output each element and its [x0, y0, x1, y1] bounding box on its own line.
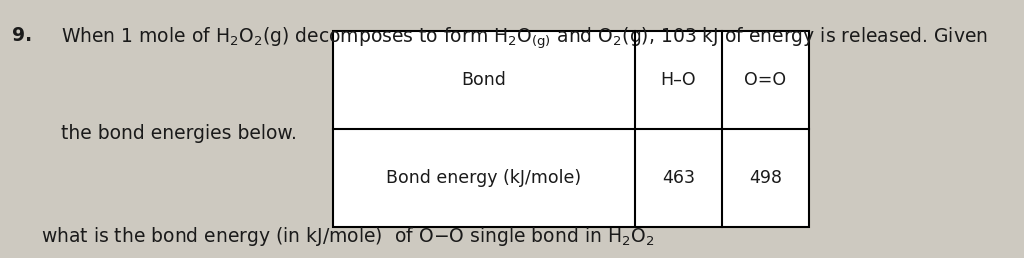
Text: Bond: Bond — [462, 71, 506, 89]
Text: what is the bond energy (in kJ/mole)  of O$-$O single bond in H$_2$O$_2$: what is the bond energy (in kJ/mole) of … — [41, 225, 654, 248]
Text: O=O: O=O — [744, 71, 786, 89]
Text: 498: 498 — [749, 169, 782, 187]
Text: Bond energy (kJ/mole): Bond energy (kJ/mole) — [386, 169, 582, 187]
Text: the bond energies below.: the bond energies below. — [61, 124, 297, 143]
Text: 9.: 9. — [12, 26, 33, 45]
Text: When 1 mole of H$_2$O$_2$(g) decomposes to form H$_2$O$_\mathregular{(g)}$ and O: When 1 mole of H$_2$O$_2$(g) decomposes … — [61, 26, 988, 51]
Text: 463: 463 — [662, 169, 695, 187]
Text: H–O: H–O — [660, 71, 696, 89]
